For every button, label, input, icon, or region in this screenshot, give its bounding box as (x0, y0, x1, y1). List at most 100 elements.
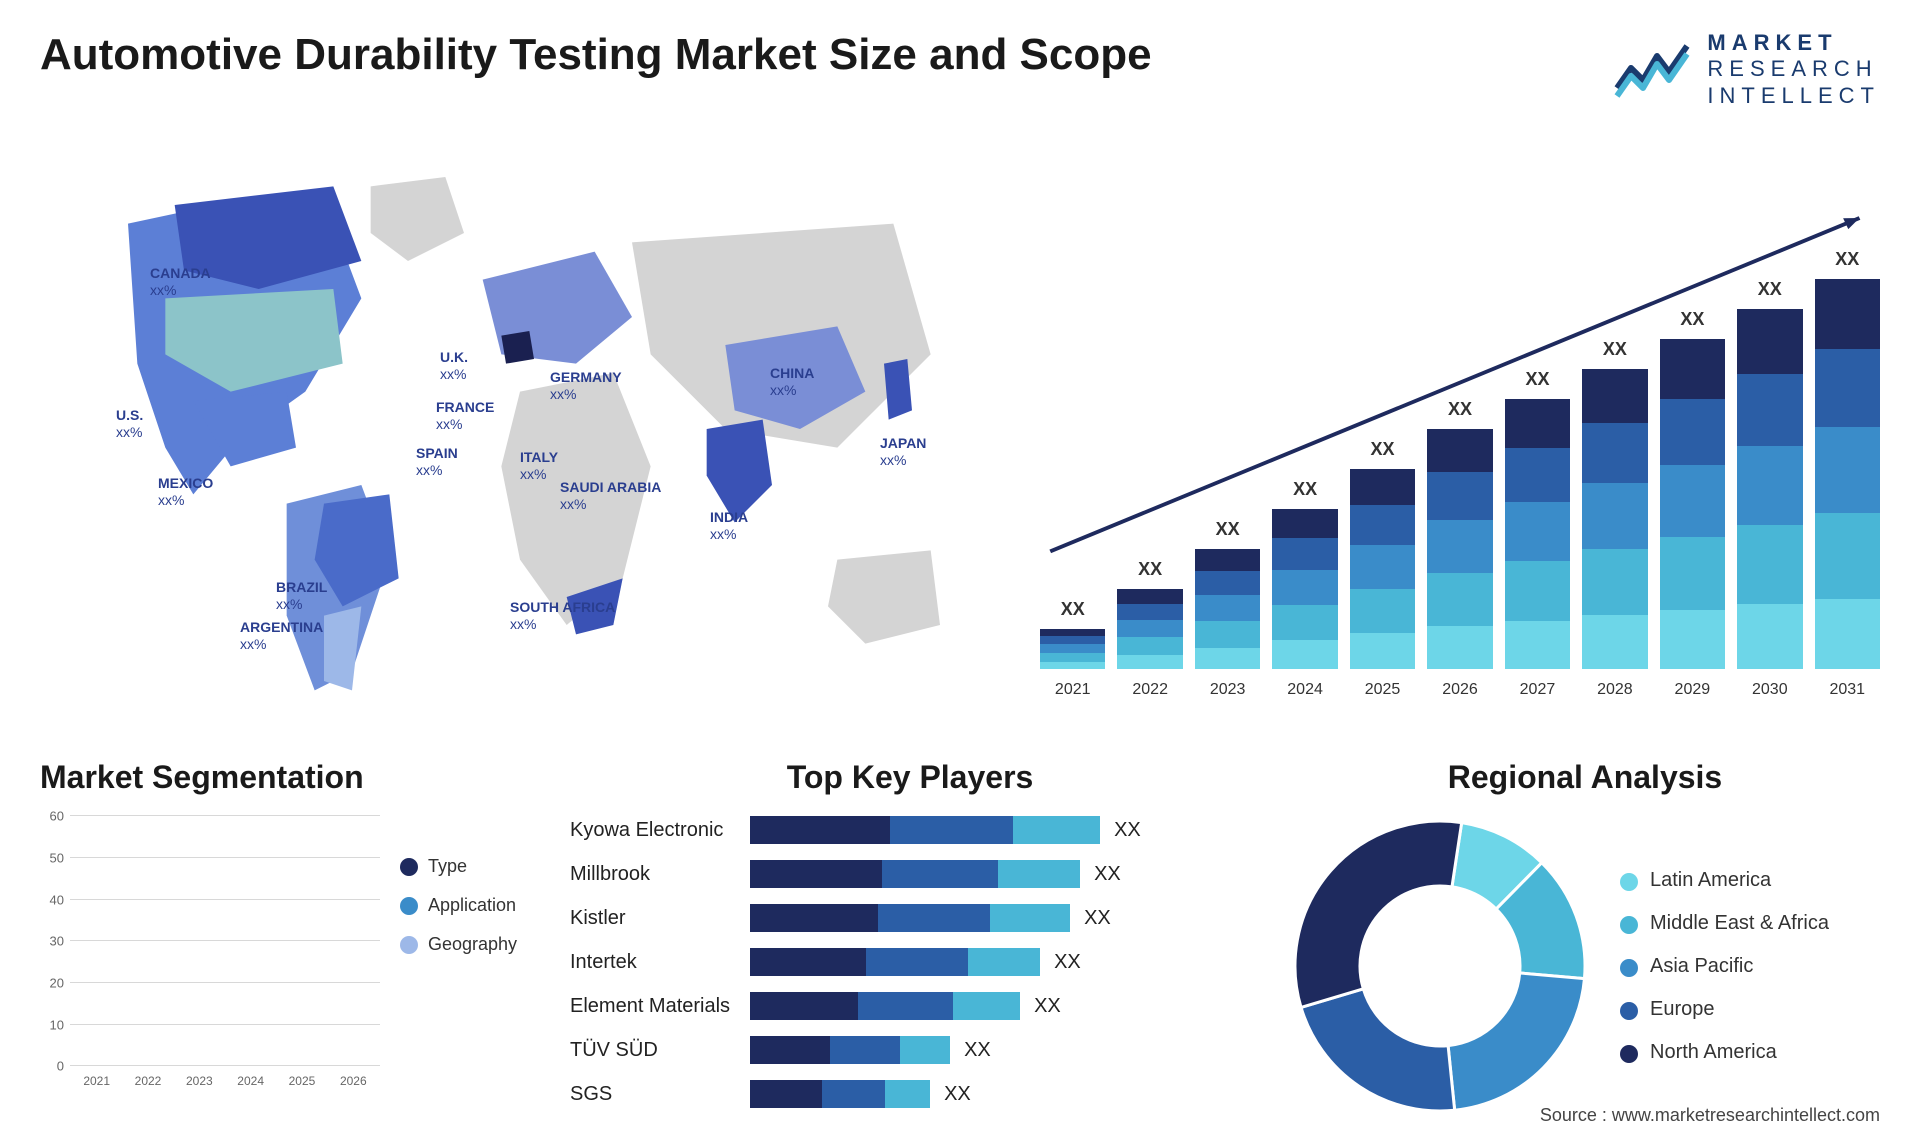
player-name: SGS (570, 1080, 730, 1108)
map-region-australia (828, 551, 940, 644)
map-label-spain: SPAINxx% (416, 445, 458, 479)
world-map: CANADAxx%U.S.xx%MEXICOxx%BRAZILxx%ARGENT… (40, 149, 1000, 709)
forecast-year-label: 2026 (1427, 681, 1492, 699)
forecast-chart: XX2021XX2022XX2023XX2024XX2025XX2026XX20… (1040, 149, 1880, 709)
player-bar-row: XX (750, 948, 1250, 976)
seg-ytick: 0 (57, 1059, 64, 1074)
legend-label: Middle East & Africa (1650, 912, 1829, 935)
legend-label: North America (1650, 1041, 1777, 1064)
map-label-u-k-: U.K.xx% (440, 349, 468, 383)
map-label-brazil: BRAZILxx% (276, 579, 327, 613)
legend-swatch-icon (400, 897, 418, 915)
player-name: Kyowa Electronic (570, 816, 730, 844)
player-value: XX (1054, 951, 1081, 974)
player-name: Millbrook (570, 860, 730, 888)
player-value: XX (964, 1039, 991, 1062)
logo-text-1: MARKET (1707, 30, 1880, 56)
segmentation-chart: 0102030405060 202120222023202420252026 T… (40, 816, 530, 1096)
seg-legend-item: Geography (400, 934, 517, 955)
seg-legend-item: Type (400, 856, 517, 877)
forecast-value-label: XX (1117, 559, 1182, 580)
player-bar-row: XX (750, 1036, 1250, 1064)
legend-swatch-icon (1620, 916, 1638, 934)
legend-label: Latin America (1650, 869, 1771, 892)
map-label-india: INDIAxx% (710, 509, 748, 543)
map-region-india (707, 420, 772, 523)
forecast-year-label: 2022 (1117, 681, 1182, 699)
forecast-bar-2031: XX2031 (1815, 279, 1880, 669)
legend-swatch-icon (1620, 873, 1638, 891)
seg-ytick: 50 (50, 850, 64, 865)
map-label-china: CHINAxx% (770, 365, 814, 399)
legend-label: Type (428, 856, 467, 877)
region-legend-item: North America (1620, 1041, 1829, 1064)
map-region-argentina (324, 607, 361, 691)
seg-year-label: 2024 (230, 1074, 271, 1088)
player-name: Kistler (570, 904, 730, 932)
forecast-year-label: 2030 (1737, 681, 1802, 699)
legend-label: Geography (428, 934, 517, 955)
player-bar-row: XX (750, 1080, 1250, 1108)
logo-icon (1613, 38, 1693, 102)
map-label-france: FRANCExx% (436, 399, 494, 433)
forecast-year-label: 2027 (1505, 681, 1570, 699)
player-value: XX (1114, 819, 1141, 842)
player-name: Intertek (570, 948, 730, 976)
seg-year-label: 2021 (76, 1074, 117, 1088)
legend-label: Europe (1650, 998, 1715, 1021)
regional-chart: Latin America Middle East & Africa Asia Pa… (1290, 816, 1880, 1116)
forecast-value-label: XX (1815, 249, 1880, 270)
legend-swatch-icon (400, 858, 418, 876)
forecast-bar-2022: XX2022 (1117, 589, 1182, 669)
player-bar-row: XX (750, 904, 1250, 932)
seg-ytick: 60 (50, 809, 64, 824)
player-name: TÜV SÜD (570, 1036, 730, 1064)
segmentation-title: Market Segmentation (40, 759, 530, 796)
map-region-greenland (371, 177, 464, 261)
region-legend-item: Latin America (1620, 869, 1829, 892)
legend-swatch-icon (400, 936, 418, 954)
player-value: XX (1084, 907, 1111, 930)
forecast-year-label: 2021 (1040, 681, 1105, 699)
legend-swatch-icon (1620, 1002, 1638, 1020)
legend-swatch-icon (1620, 1045, 1638, 1063)
map-label-germany: GERMANYxx% (550, 369, 622, 403)
forecast-year-label: 2028 (1582, 681, 1647, 699)
seg-ytick: 30 (50, 934, 64, 949)
forecast-value-label: XX (1195, 519, 1260, 540)
donut-slice-asia-pacific (1448, 973, 1584, 1110)
region-legend-item: Asia Pacific (1620, 955, 1829, 978)
forecast-bar-2030: XX2030 (1737, 309, 1802, 669)
map-label-south-africa: SOUTH AFRICAxx% (510, 599, 615, 633)
seg-ytick: 40 (50, 892, 64, 907)
region-legend-item: Europe (1620, 998, 1829, 1021)
legend-swatch-icon (1620, 959, 1638, 977)
brand-logo: MARKET RESEARCH INTELLECT (1613, 30, 1880, 109)
map-region-japan (884, 359, 912, 420)
player-value: XX (944, 1083, 971, 1106)
forecast-value-label: XX (1737, 279, 1802, 300)
player-value: XX (1034, 995, 1061, 1018)
logo-text-2: RESEARCH (1707, 56, 1880, 82)
map-label-japan: JAPANxx% (880, 435, 926, 469)
forecast-year-label: 2031 (1815, 681, 1880, 699)
seg-ytick: 10 (50, 1017, 64, 1032)
player-bar-row: XX (750, 992, 1250, 1020)
map-label-argentina: ARGENTINAxx% (240, 619, 323, 653)
forecast-value-label: XX (1040, 599, 1105, 620)
player-bar-row: XX (750, 860, 1250, 888)
donut-slice-north-america (1295, 821, 1462, 1007)
forecast-value-label: XX (1582, 339, 1647, 360)
seg-year-label: 2022 (127, 1074, 168, 1088)
forecast-bar-2024: XX2024 (1272, 509, 1337, 669)
donut-slice-europe (1301, 989, 1455, 1111)
forecast-value-label: XX (1272, 479, 1337, 500)
seg-year-label: 2023 (179, 1074, 220, 1088)
forecast-value-label: XX (1350, 439, 1415, 460)
players-title: Top Key Players (570, 759, 1250, 796)
player-bar-row: XX (750, 816, 1250, 844)
seg-year-label: 2026 (333, 1074, 374, 1088)
forecast-bar-2023: XX2023 (1195, 549, 1260, 669)
region-legend-item: Middle East & Africa (1620, 912, 1829, 935)
forecast-value-label: XX (1427, 399, 1492, 420)
